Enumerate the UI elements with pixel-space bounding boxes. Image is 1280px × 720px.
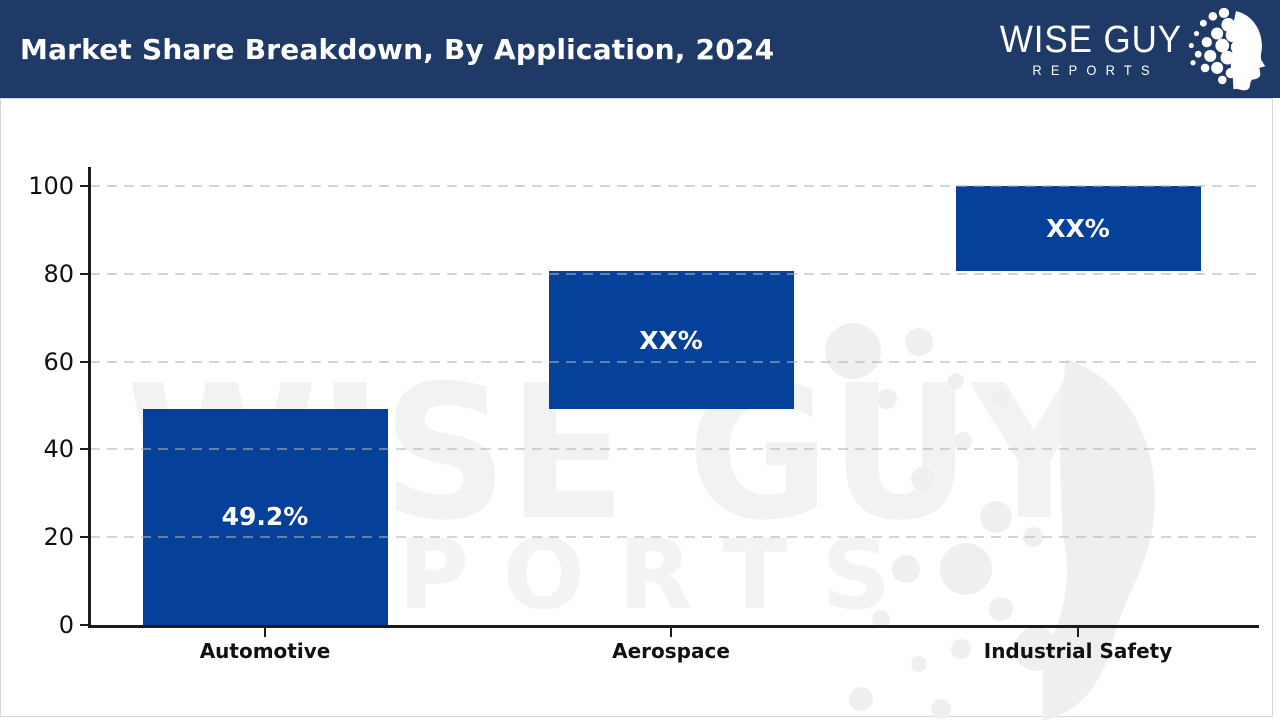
logo-wordmark: WISE GUY xyxy=(999,18,1182,61)
logo-subtitle: REPORTS xyxy=(1032,61,1159,78)
logo-text: WISE GUY REPORTS xyxy=(1000,21,1182,78)
wiseguy-face-icon xyxy=(1188,7,1266,91)
watermark-face-icon xyxy=(825,323,1155,720)
wiseguy-logo: WISE GUY REPORTS xyxy=(984,6,1270,92)
header: Market Share Breakdown, By Application, … xyxy=(0,0,1280,98)
page-title: Market Share Breakdown, By Application, … xyxy=(20,32,775,66)
chart-area: WISE GUY REPORTS xyxy=(0,98,1273,720)
